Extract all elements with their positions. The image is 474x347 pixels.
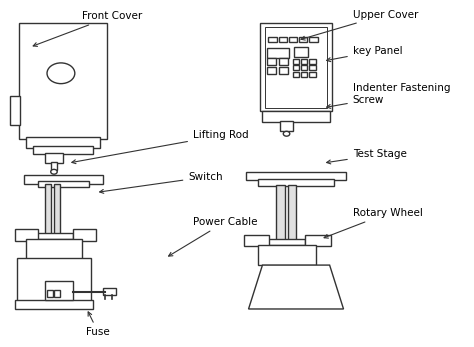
Bar xyxy=(15,229,38,241)
Text: key Panel: key Panel xyxy=(327,46,402,62)
Text: Test Stage: Test Stage xyxy=(327,150,407,164)
Bar xyxy=(258,179,334,186)
Text: Rotary Wheel: Rotary Wheel xyxy=(324,208,423,238)
Bar xyxy=(301,72,307,77)
Bar xyxy=(288,185,296,241)
Bar xyxy=(26,137,100,147)
Bar xyxy=(47,290,53,297)
Bar xyxy=(280,121,293,131)
Bar xyxy=(309,72,316,77)
Bar xyxy=(292,72,299,77)
Bar xyxy=(73,229,96,241)
Bar xyxy=(246,172,346,180)
Bar xyxy=(36,233,73,239)
Bar xyxy=(299,37,307,42)
Bar xyxy=(279,37,287,42)
Bar xyxy=(51,162,57,170)
Bar xyxy=(305,235,330,246)
Bar xyxy=(292,59,299,64)
Bar xyxy=(309,65,316,70)
Text: Upper Cover: Upper Cover xyxy=(301,9,418,40)
Bar xyxy=(301,65,307,70)
Text: Power Cable: Power Cable xyxy=(169,217,257,256)
Bar xyxy=(292,65,299,70)
Text: Indenter Fastening
Screw: Indenter Fastening Screw xyxy=(327,83,450,108)
Bar xyxy=(267,67,276,74)
Bar xyxy=(301,59,307,64)
Bar xyxy=(19,23,107,139)
Bar xyxy=(10,96,20,125)
Bar xyxy=(309,59,316,64)
Polygon shape xyxy=(248,265,344,309)
Bar xyxy=(267,58,276,65)
Bar xyxy=(294,47,308,57)
Bar xyxy=(244,235,269,246)
Text: Fuse: Fuse xyxy=(86,312,110,338)
Bar xyxy=(45,184,51,236)
Text: Lifting Rod: Lifting Rod xyxy=(72,130,248,164)
Bar xyxy=(265,27,328,108)
Bar xyxy=(276,185,285,241)
Bar xyxy=(268,37,277,42)
Bar xyxy=(24,175,102,184)
Text: Front Cover: Front Cover xyxy=(33,11,142,46)
Bar xyxy=(45,153,63,163)
Circle shape xyxy=(51,169,57,174)
Bar xyxy=(268,239,305,245)
Bar xyxy=(55,290,61,297)
Bar xyxy=(38,181,89,187)
Bar xyxy=(26,239,82,260)
Bar xyxy=(45,281,73,300)
Bar xyxy=(309,37,318,42)
Bar xyxy=(279,58,288,65)
Circle shape xyxy=(283,131,290,136)
Bar xyxy=(279,67,288,74)
Bar xyxy=(289,37,297,42)
Bar xyxy=(267,48,289,58)
Text: Switch: Switch xyxy=(100,172,223,193)
Bar xyxy=(260,23,332,111)
Bar xyxy=(17,258,91,308)
Bar xyxy=(33,146,93,154)
Bar xyxy=(263,111,329,122)
Bar xyxy=(102,288,116,295)
Bar xyxy=(258,245,316,265)
Bar xyxy=(54,184,61,236)
Circle shape xyxy=(47,63,75,84)
Bar xyxy=(15,301,93,309)
